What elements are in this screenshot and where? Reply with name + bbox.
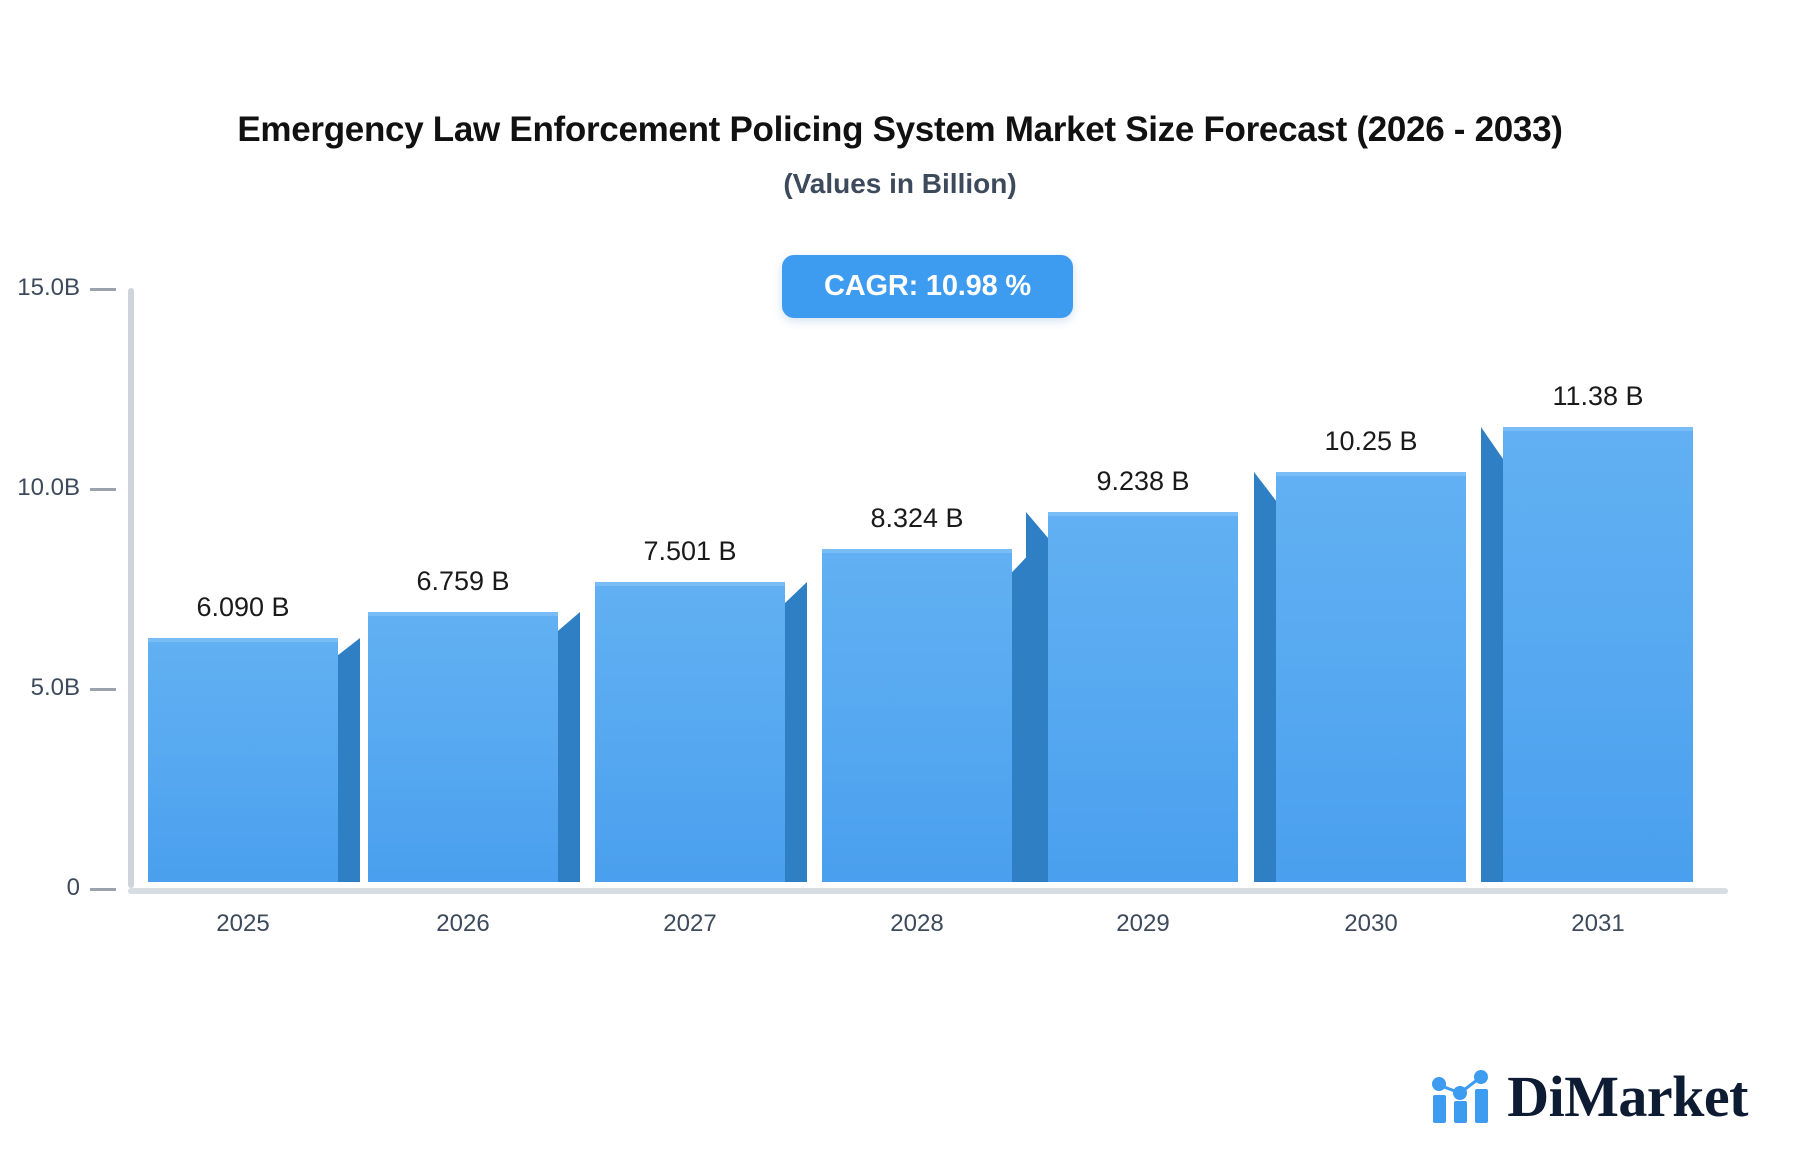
bar-face (595, 582, 785, 882)
bar-value-label: 11.38 B (1552, 381, 1644, 411)
bar-face (822, 549, 1012, 882)
bar-highlight (1276, 472, 1466, 476)
y-axis-label: 5.0B (30, 674, 80, 701)
y-axis-tick (90, 488, 116, 491)
bar-face (1503, 427, 1693, 882)
bar-highlight (148, 638, 338, 642)
plot-area: 15.0B 10.0B 5.0B 0 6.090 B 2025 6.759 B … (17, 274, 1728, 937)
bar-value-label: 8.324 B (870, 503, 964, 533)
logo-text: DiMarket (1507, 1064, 1748, 1129)
bar-highlight (368, 612, 558, 616)
bar-face (1276, 472, 1466, 882)
bar-face (368, 612, 558, 882)
bar-2029: 9.238 B (1026, 466, 1238, 882)
bar-side-face (1026, 512, 1048, 882)
y-axis-line (128, 288, 134, 888)
y-axis-tick (90, 688, 116, 691)
bar-side-face (1481, 427, 1503, 882)
bar-value-label: 9.238 B (1096, 466, 1190, 496)
bar-value-label: 7.501 B (643, 536, 737, 566)
cagr-badge: CAGR: 10.98 % (782, 255, 1073, 318)
bar-2030: 10.25 B (1254, 426, 1466, 882)
y-axis-tick (90, 888, 116, 891)
bar-side-face (558, 612, 580, 882)
bar-face (148, 638, 338, 882)
bar-2031: 11.38 B (1481, 381, 1693, 882)
bar-2027: 7.501 B (595, 536, 807, 882)
bar-highlight (1048, 512, 1238, 516)
bar-side-face (338, 638, 360, 882)
x-axis-label: 2031 (1571, 910, 1625, 937)
chart-subtitle: (Values in Billion) (783, 168, 1017, 199)
x-axis-label: 2027 (663, 910, 717, 937)
x-axis-label: 2026 (436, 910, 490, 937)
x-axis-line (128, 888, 1728, 894)
y-axis-label: 15.0B (17, 274, 80, 301)
y-axis-label: 0 (66, 874, 80, 901)
bar-2025: 6.090 B (148, 592, 360, 882)
dimarket-logo: DiMarket (1431, 1068, 1748, 1126)
y-axis-label: 10.0B (17, 474, 80, 501)
bar-value-label: 6.090 B (196, 592, 290, 622)
bar-highlight (595, 582, 785, 586)
bar-highlight (822, 549, 1012, 553)
x-axis-label: 2028 (890, 910, 944, 937)
bar-2028: 8.324 B (822, 503, 1034, 882)
x-axis-label: 2025 (216, 910, 270, 937)
bar-value-label: 10.25 B (1324, 426, 1418, 456)
y-axis-tick (90, 288, 116, 291)
x-axis-label: 2030 (1344, 910, 1398, 937)
page-title: Emergency Law Enforcement Policing Syste… (237, 110, 1563, 149)
bar-face (1048, 512, 1238, 882)
bar-value-label: 6.759 B (416, 566, 510, 596)
bar-chart-logo-icon (1432, 1070, 1489, 1123)
bar-side-face (1254, 472, 1276, 882)
bar-highlight (1503, 427, 1693, 431)
bar-2026: 6.759 B (368, 566, 580, 882)
bar-side-face (785, 582, 807, 882)
x-axis-label: 2029 (1116, 910, 1170, 937)
